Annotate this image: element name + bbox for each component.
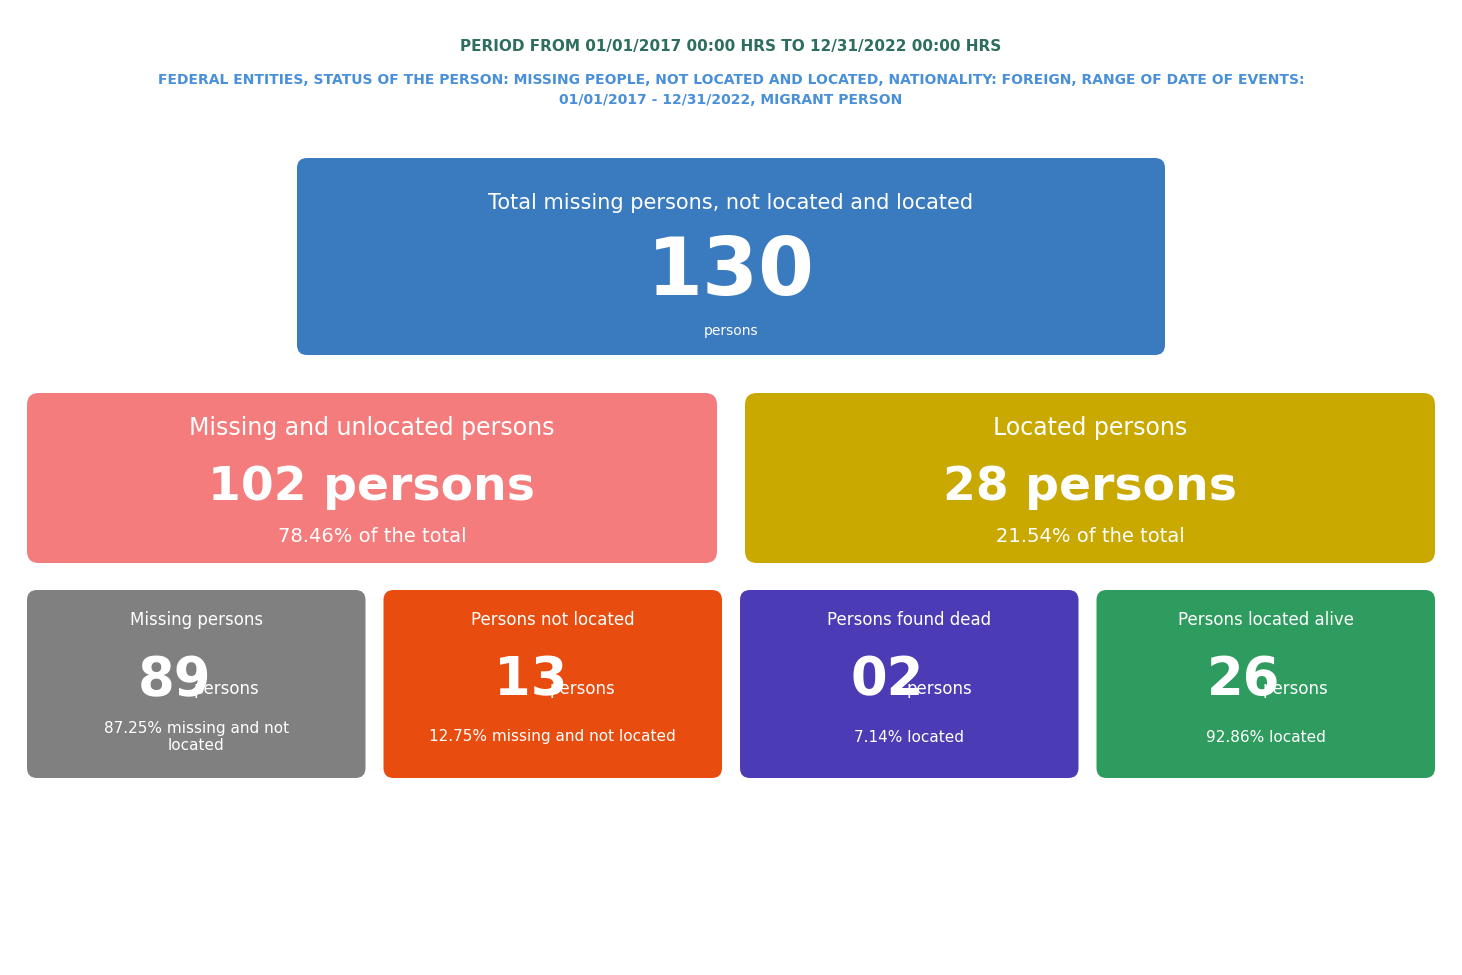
Text: PERIOD FROM 01/01/2017 00:00 HRS TO 12/31/2022 00:00 HRS: PERIOD FROM 01/01/2017 00:00 HRS TO 12/3… [461, 40, 1001, 55]
Text: 87.25% missing and not
located: 87.25% missing and not located [104, 721, 289, 754]
Text: Total missing persons, not located and located: Total missing persons, not located and l… [488, 193, 974, 213]
Text: Persons located alive: Persons located alive [1178, 611, 1354, 629]
Text: 130: 130 [648, 234, 814, 312]
Text: Persons not located: Persons not located [471, 611, 635, 629]
Text: persons: persons [703, 324, 759, 338]
Text: Persons found dead: Persons found dead [827, 611, 991, 629]
FancyBboxPatch shape [746, 393, 1436, 563]
FancyBboxPatch shape [297, 158, 1165, 355]
FancyBboxPatch shape [383, 590, 722, 778]
Text: 02: 02 [851, 654, 924, 706]
Text: 7.14% located: 7.14% located [854, 729, 965, 745]
Text: FEDERAL ENTITIES, STATUS OF THE PERSON: MISSING PEOPLE, NOT LOCATED AND LOCATED,: FEDERAL ENTITIES, STATUS OF THE PERSON: … [158, 73, 1304, 106]
Text: 92.86% located: 92.86% located [1206, 729, 1326, 745]
Text: 21.54% of the total: 21.54% of the total [996, 526, 1184, 545]
Text: 78.46% of the total: 78.46% of the total [278, 526, 466, 545]
Text: persons: persons [550, 680, 616, 698]
Text: persons: persons [906, 680, 972, 698]
Text: 89: 89 [137, 654, 211, 706]
Text: 26: 26 [1208, 654, 1281, 706]
FancyBboxPatch shape [26, 393, 716, 563]
Text: persons: persons [193, 680, 259, 698]
Text: Located persons: Located persons [993, 416, 1187, 440]
Text: Missing and unlocated persons: Missing and unlocated persons [189, 416, 554, 440]
FancyBboxPatch shape [26, 590, 366, 778]
Text: persons: persons [1263, 680, 1329, 698]
Text: 28 persons: 28 persons [943, 465, 1237, 511]
Text: Missing persons: Missing persons [130, 611, 263, 629]
FancyBboxPatch shape [1096, 590, 1436, 778]
FancyBboxPatch shape [740, 590, 1079, 778]
Text: 12.75% missing and not located: 12.75% missing and not located [430, 729, 675, 745]
Text: 13: 13 [494, 654, 567, 706]
Text: 102 persons: 102 persons [209, 465, 535, 511]
